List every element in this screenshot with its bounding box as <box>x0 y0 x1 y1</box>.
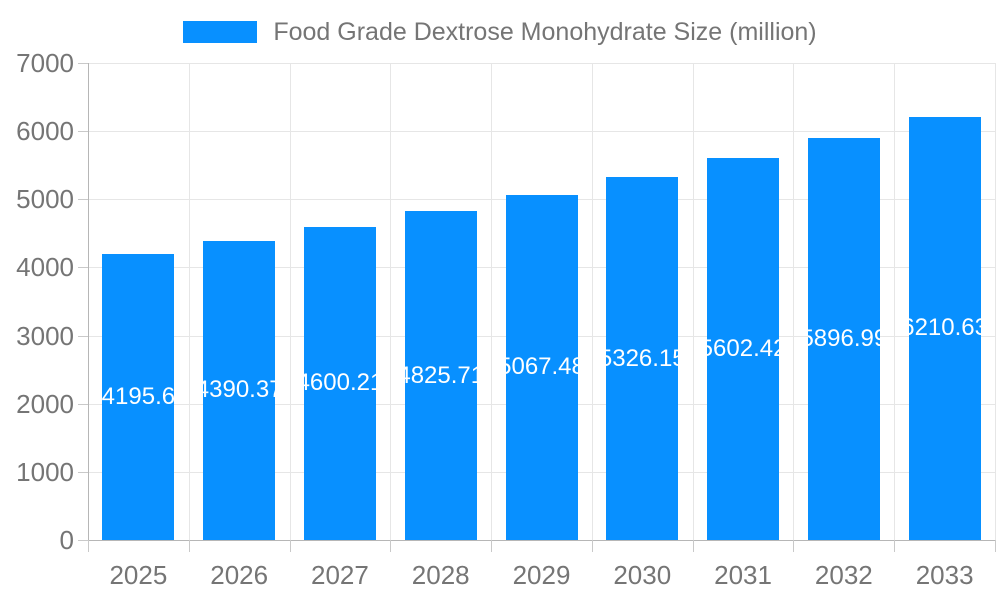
gridline-vertical <box>793 63 795 540</box>
y-axis-tick-mark <box>78 131 88 133</box>
x-axis-tick-label: 2029 <box>512 560 571 590</box>
gridline-vertical <box>692 63 694 540</box>
x-axis-tick-mark <box>894 540 896 552</box>
bar-value-label: 5067.48 <box>506 353 578 381</box>
x-axis-tick-mark <box>793 540 795 552</box>
legend-swatch-icon <box>183 21 258 43</box>
x-axis-tick-label: 2032 <box>814 560 873 590</box>
bar[interactable]: 5602.42 <box>707 158 780 540</box>
bar[interactable]: 4825.71 <box>404 211 477 540</box>
x-axis-tick-label: 2025 <box>109 560 168 590</box>
gridline-vertical <box>188 63 190 540</box>
y-axis-tick-mark <box>78 63 88 64</box>
x-axis-tick-mark <box>995 540 996 552</box>
bar[interactable]: 5067.48 <box>505 194 578 540</box>
bar-value-label: 4825.71 <box>405 361 477 389</box>
x-axis-line <box>88 540 995 541</box>
bar-value-label: 4195.6 <box>102 383 175 411</box>
bar-value-label: 4600.21 <box>304 369 376 397</box>
x-axis-tick-label: 2033 <box>915 560 974 590</box>
x-axis-tick-mark <box>88 540 89 552</box>
x-axis-tick-mark <box>692 540 694 552</box>
bar-value-label: 5896.99 <box>808 325 880 353</box>
bar-value-label: 5602.42 <box>707 335 779 363</box>
y-axis-tick-mark <box>78 540 88 541</box>
gridline-vertical <box>390 63 392 540</box>
y-axis-tick-label: 3000 <box>16 320 74 351</box>
y-axis-tick-label: 5000 <box>16 184 74 215</box>
bar[interactable]: 4195.6 <box>102 254 175 540</box>
gridline-vertical <box>491 63 493 540</box>
plot-area: 4195.6 4390.37 4600.21 4825.71 5067.48 5326.1… <box>88 63 996 540</box>
y-axis-line <box>88 63 89 552</box>
bar-value-label: 5326.15 <box>606 344 678 372</box>
x-axis-tick-label: 2030 <box>613 560 672 590</box>
x-axis-tick-mark <box>390 540 392 552</box>
x-axis-tick-mark <box>289 540 291 552</box>
y-axis-tick-mark <box>78 335 88 337</box>
x-axis-tick-label: 2026 <box>210 560 269 590</box>
bar[interactable]: 4390.37 <box>203 240 276 540</box>
y-axis-tick-label: 6000 <box>16 116 74 147</box>
bar-value-label: 6210.63 <box>909 314 981 342</box>
y-axis-tick-label: 2000 <box>16 388 74 419</box>
gridline-vertical <box>289 63 291 540</box>
x-axis-tick-label: 2028 <box>411 560 470 590</box>
x-axis-tick-label: 2027 <box>311 560 369 590</box>
x-axis-tick-mark <box>188 540 190 552</box>
y-axis-tick-label: 7000 <box>16 48 74 78</box>
bar[interactable]: 6210.63 <box>908 116 981 540</box>
y-axis-tick-mark <box>78 267 88 269</box>
y-axis-tick-mark <box>78 471 88 473</box>
bar[interactable]: 5326.15 <box>606 177 679 540</box>
x-axis-tick-mark <box>591 540 593 552</box>
gridline-horizontal <box>88 63 995 64</box>
y-axis-tick-label: 4000 <box>16 252 74 283</box>
bar-value-label: 4390.37 <box>203 376 275 404</box>
gridline-vertical <box>995 63 996 540</box>
y-axis-tick-mark <box>78 199 88 201</box>
x-axis-tick-mark <box>491 540 493 552</box>
bar[interactable]: 4600.21 <box>303 226 376 540</box>
legend-label: Food Grade Dextrose Monohydrate Size (mi… <box>273 17 817 46</box>
y-axis-tick-mark <box>78 403 88 405</box>
bar[interactable]: 5896.99 <box>807 138 880 540</box>
y-axis-tick-label: 0 <box>59 525 74 555</box>
chart-legend[interactable]: Food Grade Dextrose Monohydrate Size (mi… <box>0 12 1000 52</box>
gridline-vertical <box>591 63 593 540</box>
gridline-horizontal <box>88 131 995 133</box>
y-axis-tick-label: 1000 <box>16 456 74 487</box>
gridline-vertical <box>894 63 896 540</box>
x-axis-tick-label: 2031 <box>714 560 772 590</box>
